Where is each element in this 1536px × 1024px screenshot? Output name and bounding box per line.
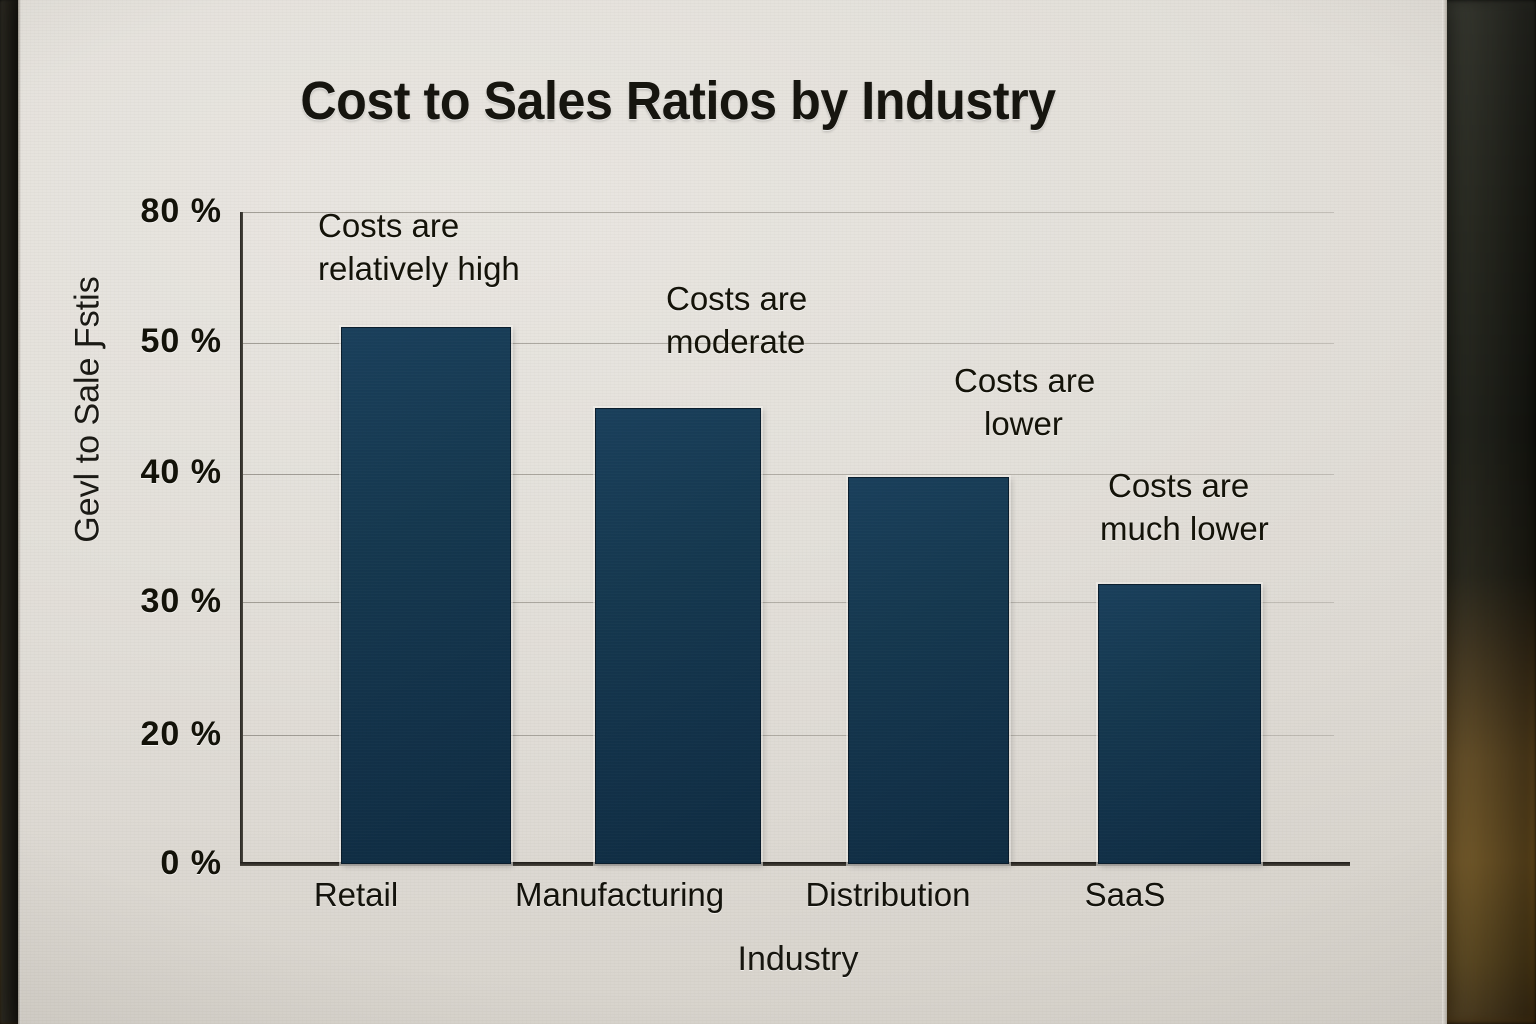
annotation-distribution-line2: lower: [984, 404, 1063, 442]
bar-distribution[interactable]: [848, 477, 1009, 864]
annotation-retail-line2: relatively high: [318, 249, 520, 287]
chart-title: Cost to Sales Ratios by Industry: [300, 71, 1056, 131]
x-tick-label-manufacturing: Manufacturing: [515, 876, 725, 913]
annotation-manufacturing-line1: Costs are: [666, 280, 808, 317]
plot-area: 80 % 50 % 40 % 30 % 20 % 0 %: [141, 192, 1352, 882]
annotation-retail: Costs are relatively high: [318, 205, 520, 291]
x-axis-line: [240, 862, 1350, 866]
y-tick-label-80: 80 %: [140, 192, 222, 230]
x-tick-label-distribution: Distribution: [805, 876, 971, 913]
bar-retail[interactable]: [341, 327, 511, 864]
annotation-manufacturing-line2: moderate: [666, 322, 806, 360]
x-tick-label-saas: SaaS: [1084, 876, 1166, 913]
y-tick-label-40: 40 %: [140, 453, 222, 491]
x-axis-title: Industry: [737, 940, 859, 978]
y-tick-label-0: 0 %: [160, 844, 222, 882]
annotation-saas-line2: much lower: [1100, 509, 1269, 547]
annotation-manufacturing: Costs are moderate: [666, 278, 807, 364]
y-tick-label-30: 30 %: [140, 582, 222, 620]
paper-sheet: Cost to Sales Ratios by Industry Gevl to…: [18, 0, 1447, 1024]
gridline-40: [240, 474, 1334, 475]
bar-manufacturing[interactable]: [595, 408, 761, 864]
annotation-distribution: Costs are lower: [954, 360, 1095, 446]
y-tick-label-50: 50 %: [140, 322, 222, 360]
gridline-30: [240, 602, 1334, 603]
paper-right-edge: [1442, 0, 1447, 1024]
annotation-saas-line1: Costs are: [1108, 467, 1250, 504]
annotation-retail-line1: Costs are: [318, 207, 460, 244]
annotation-saas: Costs are much lower: [1100, 465, 1269, 551]
bar-chart: Cost to Sales Ratios by Industry Gevl to…: [18, 0, 1447, 1024]
bar-saas[interactable]: [1098, 584, 1261, 864]
annotation-distribution-line1: Costs are: [954, 362, 1096, 399]
y-tick-label-20: 20 %: [140, 715, 222, 753]
paper-left-edge: [18, 0, 21, 1024]
x-tick-label-retail: Retail: [313, 876, 399, 913]
gridline-50: [240, 343, 1334, 344]
gridline-80: [240, 212, 1334, 213]
gridline-20: [240, 735, 1334, 736]
y-axis-line: [240, 212, 243, 864]
y-axis-title: Gevl to Sale Ƒstis: [68, 276, 107, 543]
